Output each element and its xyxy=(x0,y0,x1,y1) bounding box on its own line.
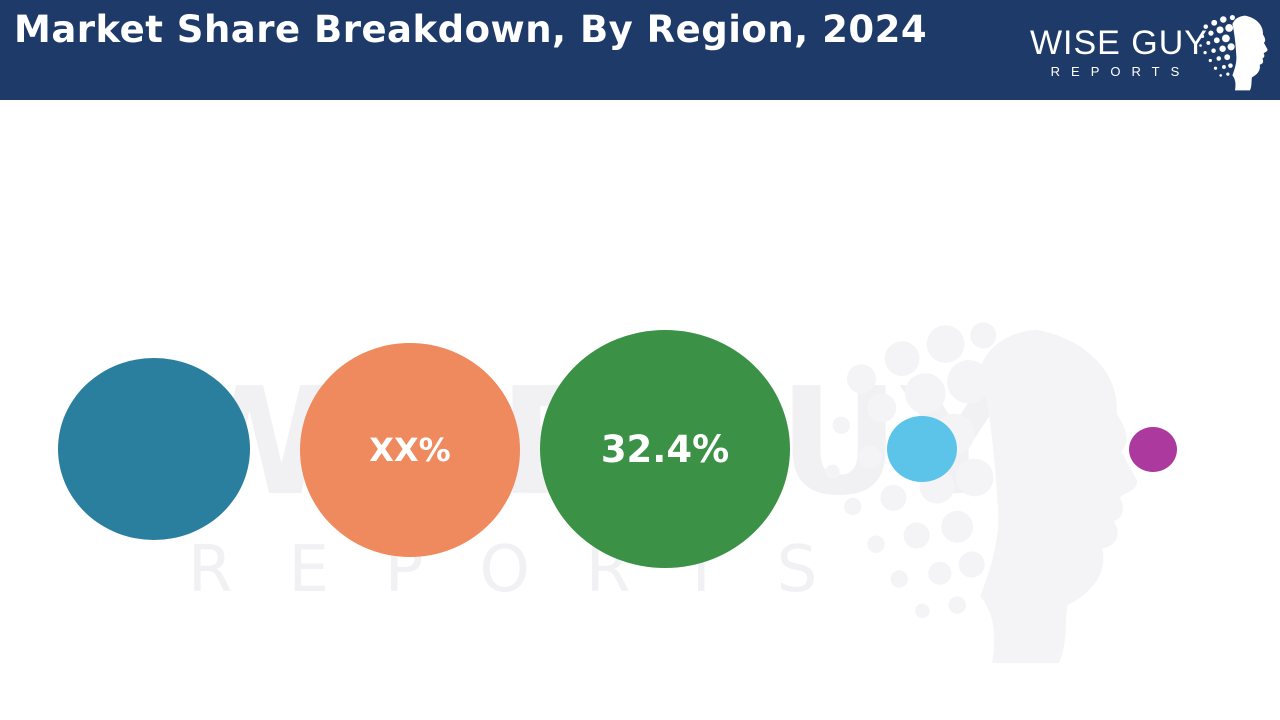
bubble-south-america xyxy=(887,416,957,482)
watermark-reports: REPORTS xyxy=(188,533,874,607)
page-title: Market Share Breakdown, By Region, 2024 xyxy=(14,8,928,51)
logo-head-icon xyxy=(1199,14,1268,91)
brand-logo: WISE GUY REPORTS xyxy=(1030,4,1274,98)
bubble-value-apac: 32.4% xyxy=(600,427,730,471)
bubble-value-europe: XX% xyxy=(369,431,451,469)
bubble-north-america xyxy=(58,358,250,540)
watermark-head-icon xyxy=(825,322,1138,664)
bubble-europe: XX% xyxy=(300,343,520,557)
chart-area: WISE GUY REPORTS XX% 32.4% North America… xyxy=(0,100,1280,720)
bubble-mea xyxy=(1129,427,1177,472)
logo-subtext: REPORTS xyxy=(1050,64,1191,79)
logo-wordmark: WISE GUY REPORTS xyxy=(1030,26,1208,79)
logo-wordmark-text: WISE GUY xyxy=(1029,24,1208,62)
header-bar: Market Share Breakdown, By Region, 2024 … xyxy=(0,0,1280,100)
bubble-apac: 32.4% xyxy=(540,330,790,568)
